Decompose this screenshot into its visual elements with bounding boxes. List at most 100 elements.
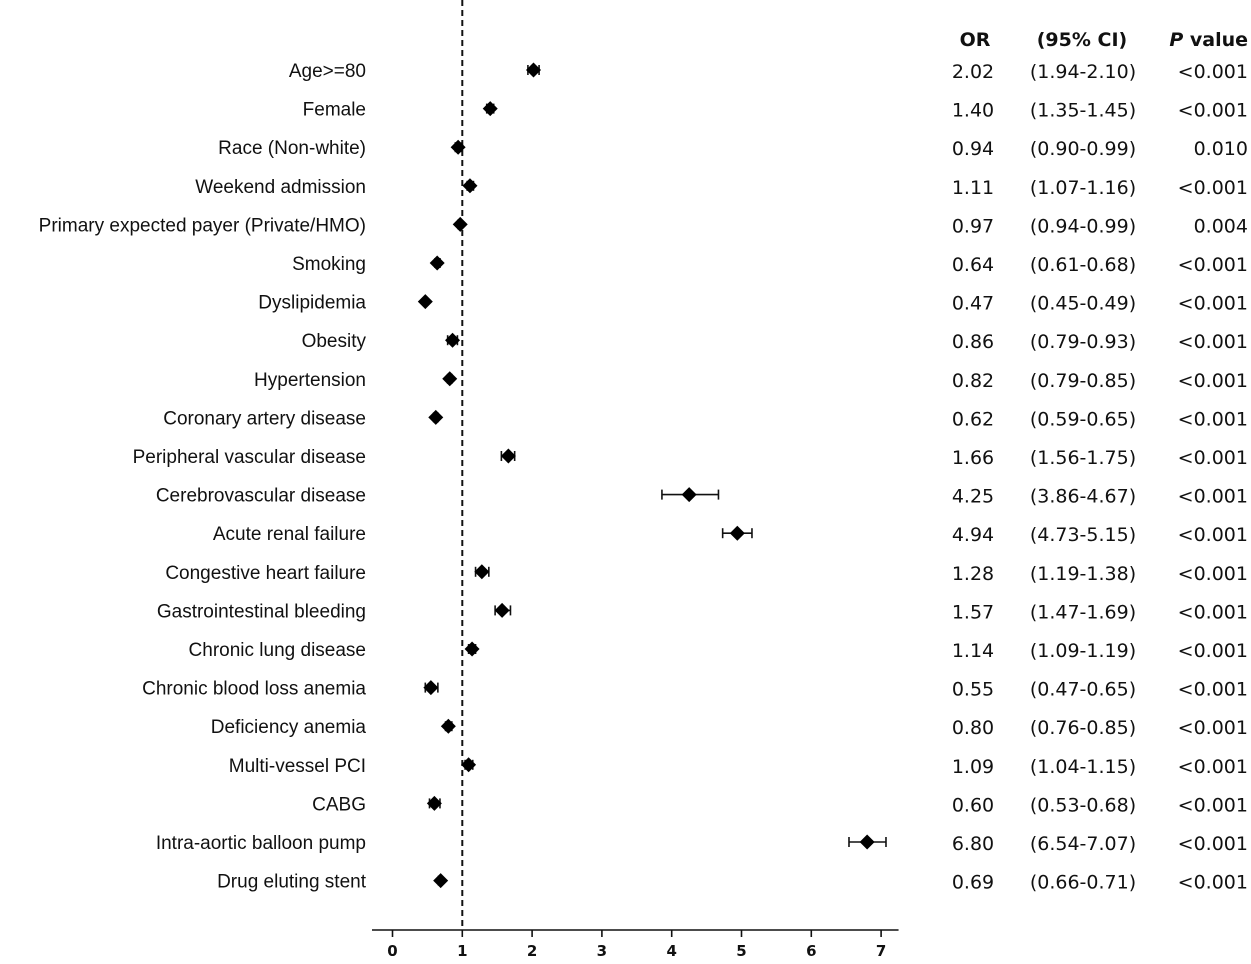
row-label: Primary expected payer (Private/HMO) <box>39 215 366 236</box>
row-label: Coronary artery disease <box>163 408 366 429</box>
forest-row: Weekend admission 1.11 (1.07-1.16) <0.001 <box>195 177 1248 199</box>
or-value: 0.69 <box>952 872 994 894</box>
p-value: <0.001 <box>1178 293 1248 315</box>
row-label: Intra-aortic balloon pump <box>156 833 366 854</box>
row-label: Chronic lung disease <box>189 640 366 661</box>
p-value: <0.001 <box>1178 408 1248 430</box>
or-value: 0.64 <box>952 254 994 276</box>
ci-value: (1.09-1.19) <box>1030 640 1136 662</box>
point-estimate <box>433 873 449 889</box>
row-label: Drug eluting stent <box>217 872 367 893</box>
ci-value: (0.66-0.71) <box>1030 872 1136 894</box>
forest-row: Cerebrovascular disease 4.25 (3.86-4.67) <0… <box>156 486 1248 508</box>
row-label: Age>=80 <box>289 61 366 82</box>
header-p-italic: P <box>1169 29 1183 51</box>
p-value: <0.001 <box>1178 61 1248 83</box>
point-estimate <box>729 525 745 541</box>
p-value: <0.001 <box>1178 756 1248 778</box>
ci-value: (1.47-1.69) <box>1030 601 1136 623</box>
point-estimate <box>525 62 541 78</box>
x-tick-label: 3 <box>597 942 607 960</box>
point-estimate <box>681 487 697 503</box>
row-label: Dyslipidemia <box>258 293 366 314</box>
ci-value: (0.53-0.68) <box>1030 794 1136 816</box>
ci-value: (1.07-1.16) <box>1030 177 1136 199</box>
x-tick-label: 6 <box>806 942 816 960</box>
x-tick-label: 4 <box>666 942 676 960</box>
row-label: Peripheral vascular disease <box>133 447 366 468</box>
x-tick-label: 2 <box>527 942 537 960</box>
or-value: 6.80 <box>952 833 994 855</box>
or-value: 4.25 <box>952 486 994 508</box>
x-tick-label: 0 <box>387 942 397 960</box>
p-value: <0.001 <box>1178 601 1248 623</box>
header-ci: (95% CI) <box>1037 29 1127 51</box>
ci-value: (1.19-1.38) <box>1030 563 1136 585</box>
ci-value: (0.47-0.65) <box>1030 679 1136 701</box>
forest-row: Gastrointestinal bleeding 1.57 (1.47-1.69)… <box>157 601 1248 623</box>
ci-value: (1.94-2.10) <box>1030 61 1136 83</box>
forest-row: Drug eluting stent 0.69 (0.66-0.71) <0.001 <box>217 872 1248 894</box>
point-estimate <box>428 409 444 425</box>
or-value: 0.62 <box>952 408 994 430</box>
or-value: 0.80 <box>952 717 994 739</box>
p-value: <0.001 <box>1178 833 1248 855</box>
p-value: <0.001 <box>1178 872 1248 894</box>
p-value: <0.001 <box>1178 640 1248 662</box>
forest-row: Race (Non-white) 0.94 (0.90-0.99) 0.010 <box>218 138 1248 160</box>
row-label: Cerebrovascular disease <box>156 486 366 507</box>
forest-row: Acute renal failure 4.94 (4.73-5.15) <0.001 <box>213 524 1248 546</box>
forest-row: Primary expected payer (Private/HMO) 0.97… <box>39 215 1248 237</box>
row-label: Congestive heart failure <box>165 563 366 584</box>
x-tick-label: 5 <box>736 942 746 960</box>
p-value: <0.001 <box>1178 717 1248 739</box>
or-value: 1.09 <box>952 756 994 778</box>
x-tick-label: 7 <box>876 942 886 960</box>
row-label: Acute renal failure <box>213 524 366 545</box>
row-label: Weekend admission <box>195 177 366 198</box>
point-estimate <box>500 448 516 464</box>
forest-row: Coronary artery disease 0.62 (0.59-0.65) <0… <box>163 408 1248 430</box>
point-estimate <box>440 718 456 734</box>
p-value: <0.001 <box>1178 177 1248 199</box>
point-estimate <box>859 834 875 850</box>
p-value: <0.001 <box>1178 331 1248 353</box>
point-estimate <box>461 757 477 773</box>
point-estimate <box>452 216 468 232</box>
row-label: Deficiency anemia <box>211 717 367 738</box>
forest-row: Deficiency anemia 0.80 (0.76-0.85) <0.001 <box>211 717 1248 739</box>
point-estimate <box>445 332 461 348</box>
p-value: <0.001 <box>1178 447 1248 469</box>
forest-row: Obesity 0.86 (0.79-0.93) <0.001 <box>302 331 1248 353</box>
or-value: 0.82 <box>952 370 994 392</box>
x-axis: 0 1 2 3 4 5 6 7 <box>372 929 899 960</box>
p-value: 0.004 <box>1194 215 1248 237</box>
forest-row: Hypertension 0.82 (0.79-0.85) <0.001 <box>254 370 1248 392</box>
row-label: Female <box>303 100 366 121</box>
point-estimate <box>462 178 478 194</box>
ci-value: (4.73-5.15) <box>1030 524 1136 546</box>
ci-value: (1.35-1.45) <box>1030 100 1136 122</box>
or-value: 0.94 <box>952 138 994 160</box>
forest-row: CABG 0.60 (0.53-0.68) <0.001 <box>312 794 1248 816</box>
forest-row: Chronic lung disease 1.14 (1.09-1.19) <0.00… <box>189 640 1248 662</box>
p-value: 0.010 <box>1194 138 1248 160</box>
forest-row: Peripheral vascular disease 1.66 (1.56-1.7… <box>133 447 1248 469</box>
p-value: <0.001 <box>1178 524 1248 546</box>
forest-row: Smoking 0.64 (0.61-0.68) <0.001 <box>292 254 1248 276</box>
forest-row: Congestive heart failure 1.28 (1.19-1.38) <… <box>165 563 1248 585</box>
ci-value: (0.76-0.85) <box>1030 717 1136 739</box>
point-estimate <box>482 101 498 117</box>
row-label: Smoking <box>292 254 366 275</box>
row-label: Race (Non-white) <box>218 138 366 159</box>
ci-value: (3.86-4.67) <box>1030 486 1136 508</box>
ci-value: (0.79-0.85) <box>1030 370 1136 392</box>
or-value: 4.94 <box>952 524 994 546</box>
row-label: Gastrointestinal bleeding <box>157 601 366 622</box>
forest-row: Dyslipidemia 0.47 (0.45-0.49) <0.001 <box>258 293 1248 315</box>
ci-value: (6.54-7.07) <box>1030 833 1136 855</box>
point-estimate <box>474 564 490 580</box>
or-value: 0.47 <box>952 293 994 315</box>
or-value: 1.28 <box>952 563 994 585</box>
